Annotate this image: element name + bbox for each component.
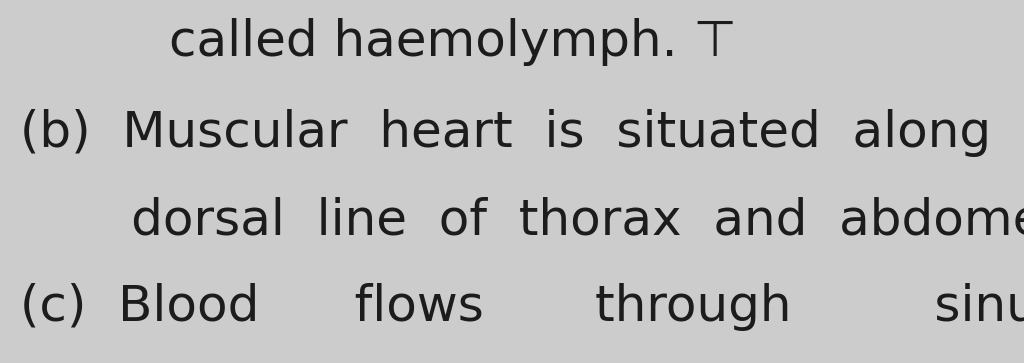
Text: dorsal  line  of  thorax  and  abdomen. ⊤: dorsal line of thorax and abdomen. ⊤ xyxy=(20,196,1024,244)
Text: called haemolymph. ⊤: called haemolymph. ⊤ xyxy=(169,18,737,66)
Text: (c)  Blood      flows       through         sinuses: (c) Blood flows through sinuses xyxy=(20,283,1024,331)
Text: (b)  Muscular  heart  is  situated  along  mid: (b) Muscular heart is situated along mid xyxy=(20,109,1024,157)
